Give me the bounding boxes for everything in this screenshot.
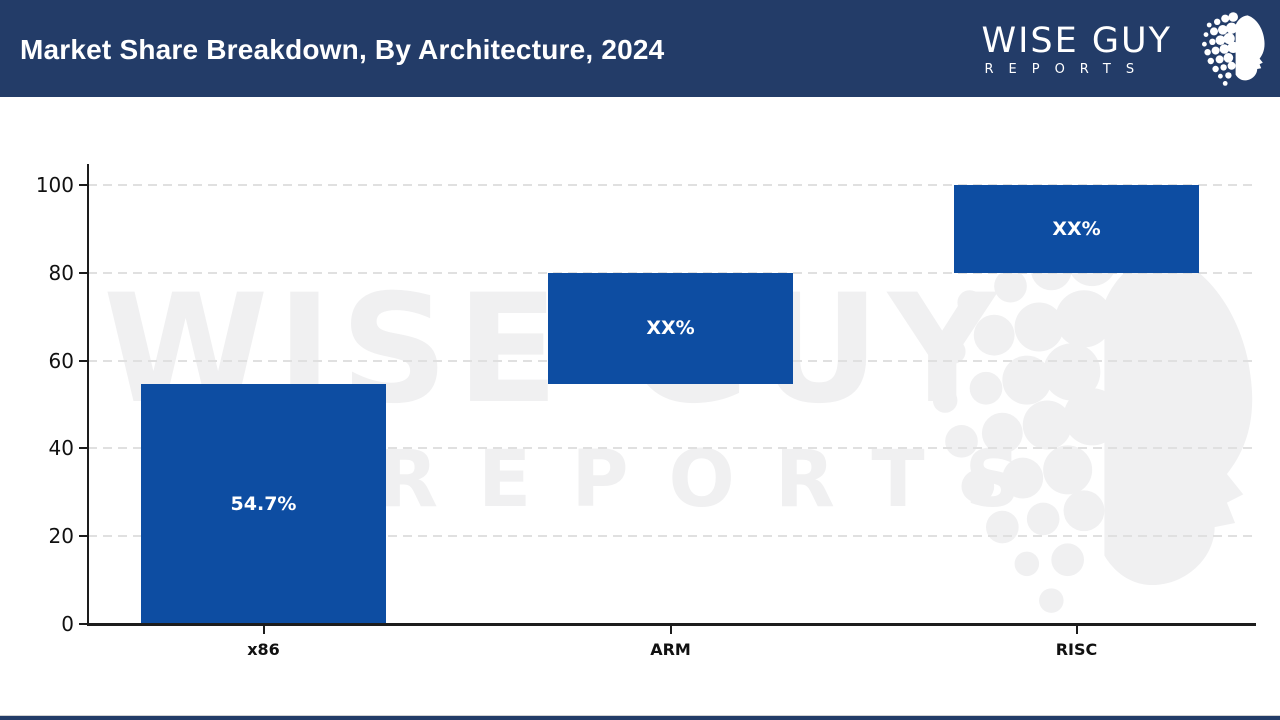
wiseguy-head-icon — [1174, 9, 1270, 89]
bar-x86: 54.7% — [141, 383, 386, 624]
x-tick — [1075, 626, 1078, 634]
y-tick — [79, 184, 87, 186]
gridline — [88, 535, 1256, 538]
x-axis — [87, 623, 1256, 626]
y-axis — [87, 164, 89, 625]
footer-divider — [0, 715, 1280, 716]
y-tick-label: 20 — [48, 524, 74, 549]
gridline — [88, 184, 1256, 186]
y-tick-label: 100 — [35, 173, 74, 197]
x-category-label: ARM — [650, 640, 691, 659]
logo-wordmark-line2: REPORTS — [984, 62, 1150, 77]
x-tick — [262, 626, 265, 634]
y-tick-label: 80 — [48, 260, 74, 285]
x-category-label: RISC — [1055, 640, 1098, 659]
bar-value-label: XX% — [1052, 217, 1101, 240]
x-tick — [669, 626, 672, 634]
bar-RISC: XX% — [954, 185, 1199, 273]
y-tick-label: 40 — [48, 436, 74, 461]
footer-bar — [0, 716, 1280, 720]
watermark-head-icon — [790, 215, 1280, 635]
watermark-subtext: REPORTS — [378, 435, 1061, 525]
x-category-label: x86 — [247, 640, 280, 659]
bar-value-label: XX% — [646, 317, 695, 340]
logo-wordmark-line1: WISE GUY — [981, 21, 1172, 61]
y-tick — [79, 359, 87, 362]
y-tick — [79, 447, 87, 450]
bar-ARM: XX% — [548, 272, 793, 384]
logo-wordmark: WISE GUY REPORTS — [981, 21, 1172, 77]
y-tick — [79, 623, 87, 625]
y-tick — [79, 535, 87, 538]
y-tick — [79, 271, 87, 274]
chart-title: Market Share Breakdown, By Architecture,… — [20, 34, 665, 65]
brand-logo: WISE GUY REPORTS — [981, 6, 1270, 92]
header: Market Share Breakdown, By Architecture,… — [0, 0, 1280, 97]
y-tick-label: 0 — [61, 612, 74, 636]
gridline — [88, 447, 1256, 450]
y-tick-label: 60 — [48, 348, 74, 373]
bar-value-label: 54.7% — [230, 492, 297, 515]
